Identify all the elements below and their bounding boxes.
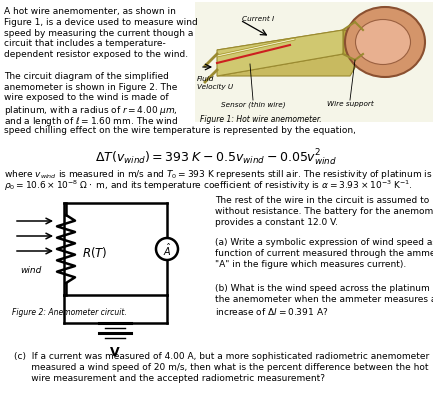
Text: $\rho_0 = 10.6 \times 10^{-8}\;\Omega \cdot$ m, and its temperature coefficient : $\rho_0 = 10.6 \times 10^{-8}\;\Omega \c… (4, 178, 413, 193)
Text: $\Delta T(v_{wind}) = 393\;K - 0.5v_{wind} - 0.05v^2_{wind}$: $\Delta T(v_{wind}) = 393\;K - 0.5v_{win… (95, 148, 337, 168)
Text: anemometer is shown in Figure 2. The: anemometer is shown in Figure 2. The (4, 82, 178, 91)
Text: speed by measuring the current though a: speed by measuring the current though a (4, 29, 194, 38)
Text: circuit that includes a temperature-: circuit that includes a temperature- (4, 39, 166, 48)
Text: wire exposed to the wind is made of: wire exposed to the wind is made of (4, 93, 168, 102)
Text: $R(T)$: $R(T)$ (82, 244, 107, 259)
Text: function of current measured through the ammeter (the: function of current measured through the… (215, 248, 433, 257)
Text: V: V (110, 345, 120, 358)
Text: Sensor (thin wire): Sensor (thin wire) (221, 101, 285, 107)
Text: Velocity U: Velocity U (197, 84, 233, 90)
Text: increase of $\Delta I = 0.391$ A?: increase of $\Delta I = 0.391$ A? (215, 305, 328, 316)
Text: A hot wire anemomenter, as shown in: A hot wire anemomenter, as shown in (4, 7, 176, 16)
Text: Figure 1: Hot wire anemometer.: Figure 1: Hot wire anemometer. (200, 115, 322, 124)
Text: without resistance. The battery for the anemometer: without resistance. The battery for the … (215, 206, 433, 215)
Text: $\hat{A}$: $\hat{A}$ (163, 241, 171, 258)
Polygon shape (343, 31, 363, 55)
Text: dependent resistor exposed to the wind.: dependent resistor exposed to the wind. (4, 50, 188, 59)
Text: The rest of the wire in the circuit is assumed to be: The rest of the wire in the circuit is a… (215, 196, 433, 204)
Text: speed chilling effect on the wire temperature is represented by the equation,: speed chilling effect on the wire temper… (4, 126, 356, 135)
Bar (195, 3, 433, 123)
Ellipse shape (355, 20, 410, 65)
Text: measured a wind speed of 20 m/s, then what is the percent difference between the: measured a wind speed of 20 m/s, then wh… (14, 362, 429, 371)
Text: provides a constant 12.0 V.: provides a constant 12.0 V. (215, 217, 338, 226)
Text: Current I: Current I (242, 16, 274, 22)
Polygon shape (217, 31, 363, 51)
Text: The circuit diagram of the simplified: The circuit diagram of the simplified (4, 72, 169, 81)
Polygon shape (217, 39, 295, 58)
Text: where $v_{wind}$ is measured in m/s and $T_0 = 393$ K represents still air. The : where $v_{wind}$ is measured in m/s and … (4, 168, 433, 180)
Polygon shape (217, 55, 363, 77)
Text: Figure 1, is a device used to measure wind: Figure 1, is a device used to measure wi… (4, 18, 198, 27)
Polygon shape (217, 31, 343, 77)
Circle shape (156, 238, 178, 261)
Text: Figure 2: Anemometer circuit.: Figure 2: Anemometer circuit. (12, 307, 127, 316)
Text: (a) Write a symbolic expression of wind speed as a: (a) Write a symbolic expression of wind … (215, 237, 433, 246)
Text: wire measurement and the accepted radiometric measurement?: wire measurement and the accepted radiom… (14, 373, 325, 382)
Text: platinum, with a radius of $r = 4.00\;\mu m$,: platinum, with a radius of $r = 4.00\;\m… (4, 104, 178, 117)
Ellipse shape (345, 8, 425, 78)
Text: and a length of $\ell = 1.60$ mm. The wind: and a length of $\ell = 1.60$ mm. The wi… (4, 115, 178, 128)
Text: Wire support: Wire support (326, 101, 373, 107)
Text: (b) What is the wind speed across the platinum wire of: (b) What is the wind speed across the pl… (215, 283, 433, 292)
Text: wind: wind (20, 265, 42, 274)
Text: Fluid: Fluid (197, 76, 214, 82)
Text: "A" in the figure which measures current).: "A" in the figure which measures current… (215, 259, 406, 268)
Text: the anemometer when the ammeter measures a current: the anemometer when the ammeter measures… (215, 294, 433, 303)
Text: (c)  If a current was measured of 4.00 A, but a more sophisticated radiometric a: (c) If a current was measured of 4.00 A,… (14, 351, 429, 360)
